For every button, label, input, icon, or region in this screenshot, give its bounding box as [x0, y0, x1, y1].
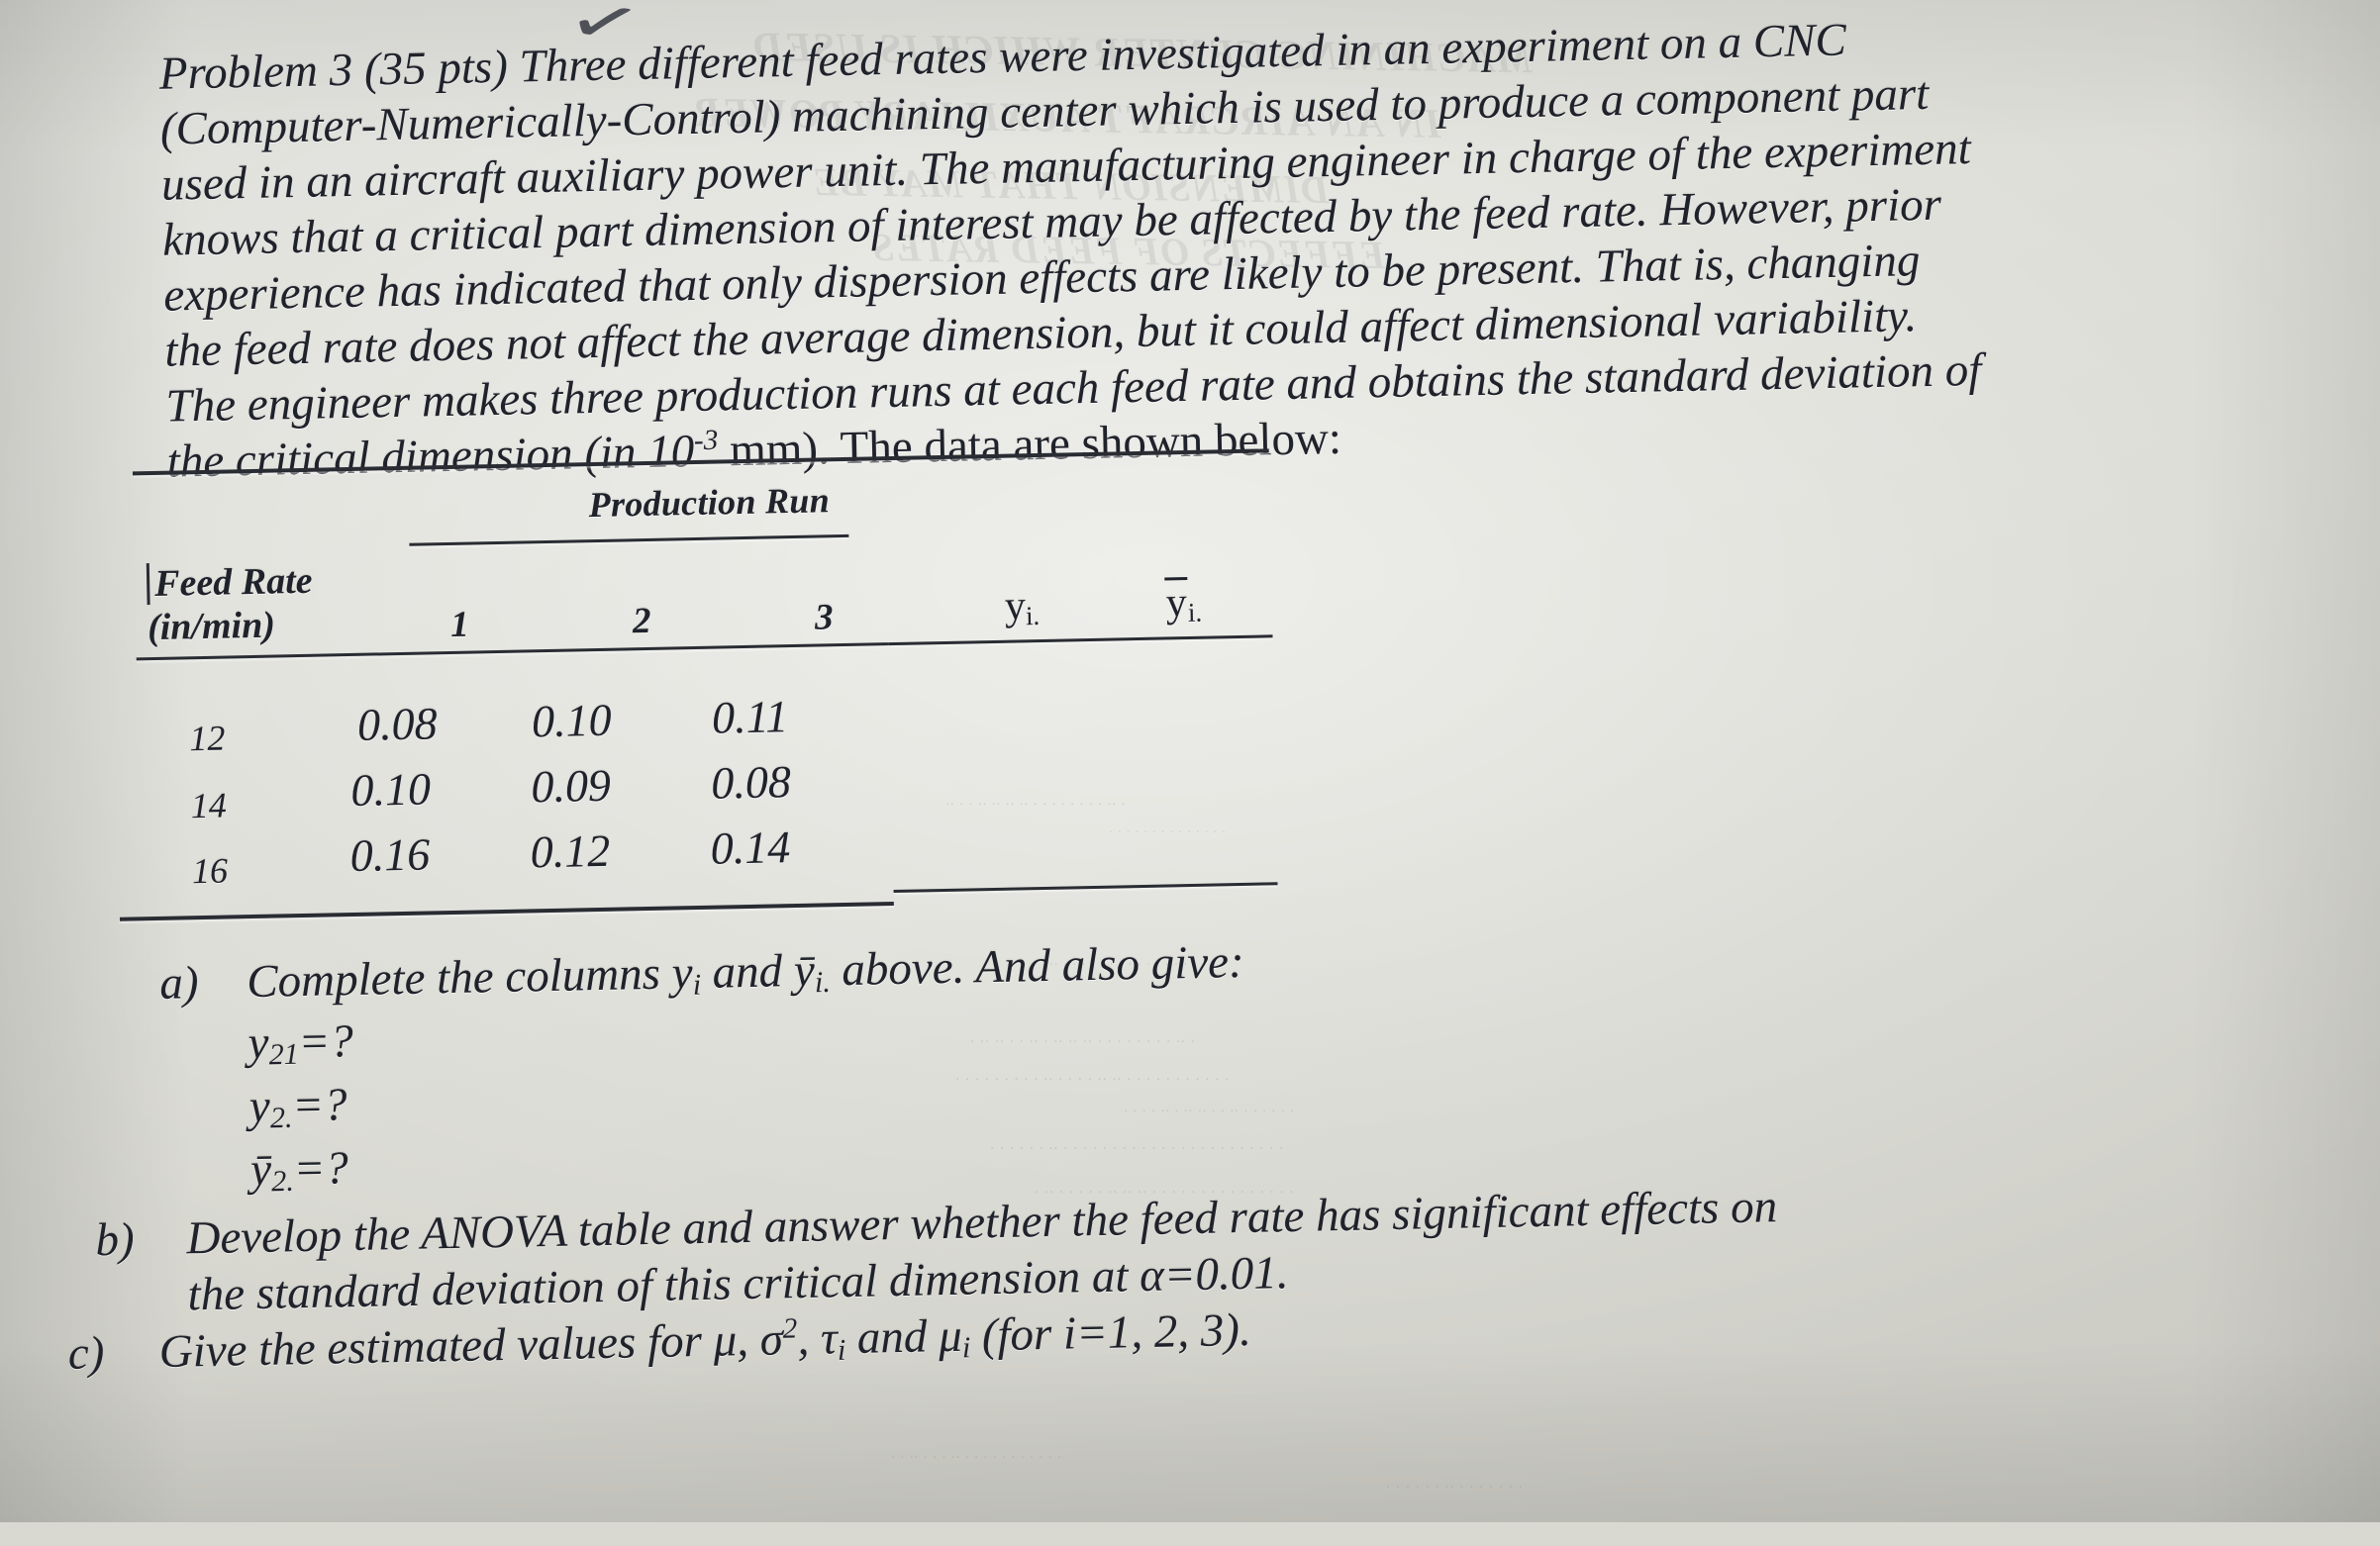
- table-stub-header-line2: (in/min): [147, 604, 276, 649]
- table-stub-header-line1: Feed Rate: [146, 559, 313, 606]
- y-subscript: i.: [1025, 600, 1041, 631]
- ybar-symbol: ȳ: [249, 1143, 272, 1197]
- y-subscript: 2.: [269, 1100, 293, 1135]
- question-c-prefix: Give the estimated values for μ, σ: [158, 1313, 784, 1379]
- question-c-mid: , τ: [796, 1312, 839, 1366]
- ybar-symbol: y: [1164, 577, 1189, 627]
- table-group-rule: [409, 533, 849, 546]
- question-c-mid2: and μ: [844, 1309, 963, 1365]
- paragraph-line-suffix: mm). The data are shown below:: [717, 412, 1342, 477]
- table-cell-value: 0.11: [711, 691, 789, 743]
- question-a-text: Complete the columns yi and ȳi. above. …: [247, 934, 1245, 1011]
- table-row-feed-rate: 14: [190, 785, 228, 826]
- question-a-sub-i-dot: i.: [814, 964, 832, 1000]
- question-a-subitem-y2dot: y2.=?: [248, 1077, 347, 1135]
- question-b-marker: b): [94, 1213, 136, 1267]
- equals-question: =?: [297, 1015, 354, 1069]
- table-stub-header: Feed Rate (in/min): [146, 559, 314, 649]
- table-col-header-run-3: 3: [814, 597, 834, 638]
- table-cell-value: 0.12: [530, 824, 611, 878]
- question-a-text-after: above. And also give:: [830, 935, 1245, 997]
- table-row-feed-rate: 16: [191, 850, 229, 892]
- table-group-header: Production Run: [588, 480, 831, 526]
- exponent-minus-three: -3: [693, 424, 719, 457]
- sigma-squared-exponent: 2: [782, 1312, 798, 1345]
- table-row-feed-rate: 12: [188, 718, 226, 759]
- y-symbol: y: [1004, 583, 1027, 629]
- question-a-subitem-ybar2dot: ȳ2.=?: [250, 1140, 349, 1199]
- table-bottom-rule-right: [893, 882, 1278, 894]
- table-cell-value: 0.14: [710, 821, 791, 874]
- table-col-header-y-total: yi.: [1004, 582, 1040, 630]
- table-col-header-ybar-mean: yi.: [1164, 577, 1203, 628]
- y-symbol: y: [248, 1016, 269, 1070]
- questions-list: a) Complete the columns yi and ȳi. abov…: [67, 913, 2335, 1380]
- y-subscript: 21: [268, 1036, 300, 1072]
- table-col-header-run-2: 2: [632, 600, 651, 642]
- ybar-subscript: i.: [1187, 597, 1203, 628]
- question-a-text-before: Complete the columns y: [246, 947, 694, 1009]
- question-a-ybar-symbol: ȳ: [793, 944, 816, 998]
- table-cell-value: 0.10: [531, 694, 613, 747]
- question-c-suffix: (for i=1, 2, 3).: [969, 1304, 1252, 1362]
- table-cell-value: 0.10: [349, 763, 432, 817]
- question-a-text-mid: and: [700, 945, 795, 999]
- problem-paragraph: Problem 3 (35 pts) Three different feed …: [158, 3, 2326, 490]
- ybar-subscript: 2.: [270, 1163, 295, 1199]
- table-cell-value: 0.08: [710, 756, 792, 809]
- equals-question: =?: [293, 1142, 349, 1196]
- table-cell-value: 0.16: [349, 828, 431, 882]
- equals-question: =?: [291, 1079, 347, 1132]
- question-a-subitem-y21: y21=?: [248, 1014, 353, 1072]
- y-symbol: y: [248, 1080, 271, 1133]
- question-a-marker: a): [158, 957, 199, 1010]
- table-cell-value: 0.08: [356, 698, 439, 750]
- table-cell-value: 0.09: [530, 759, 612, 813]
- table-col-header-run-1: 1: [449, 604, 469, 645]
- paragraph-line-prefix: the critical dimension (in 10: [166, 425, 695, 488]
- table-bottom-rule-left: [119, 902, 894, 921]
- question-c-marker: c): [67, 1327, 105, 1380]
- question-a: a) Complete the columns yi and ȳi. abov…: [159, 934, 1244, 1013]
- table-header-rule-right: [888, 634, 1273, 646]
